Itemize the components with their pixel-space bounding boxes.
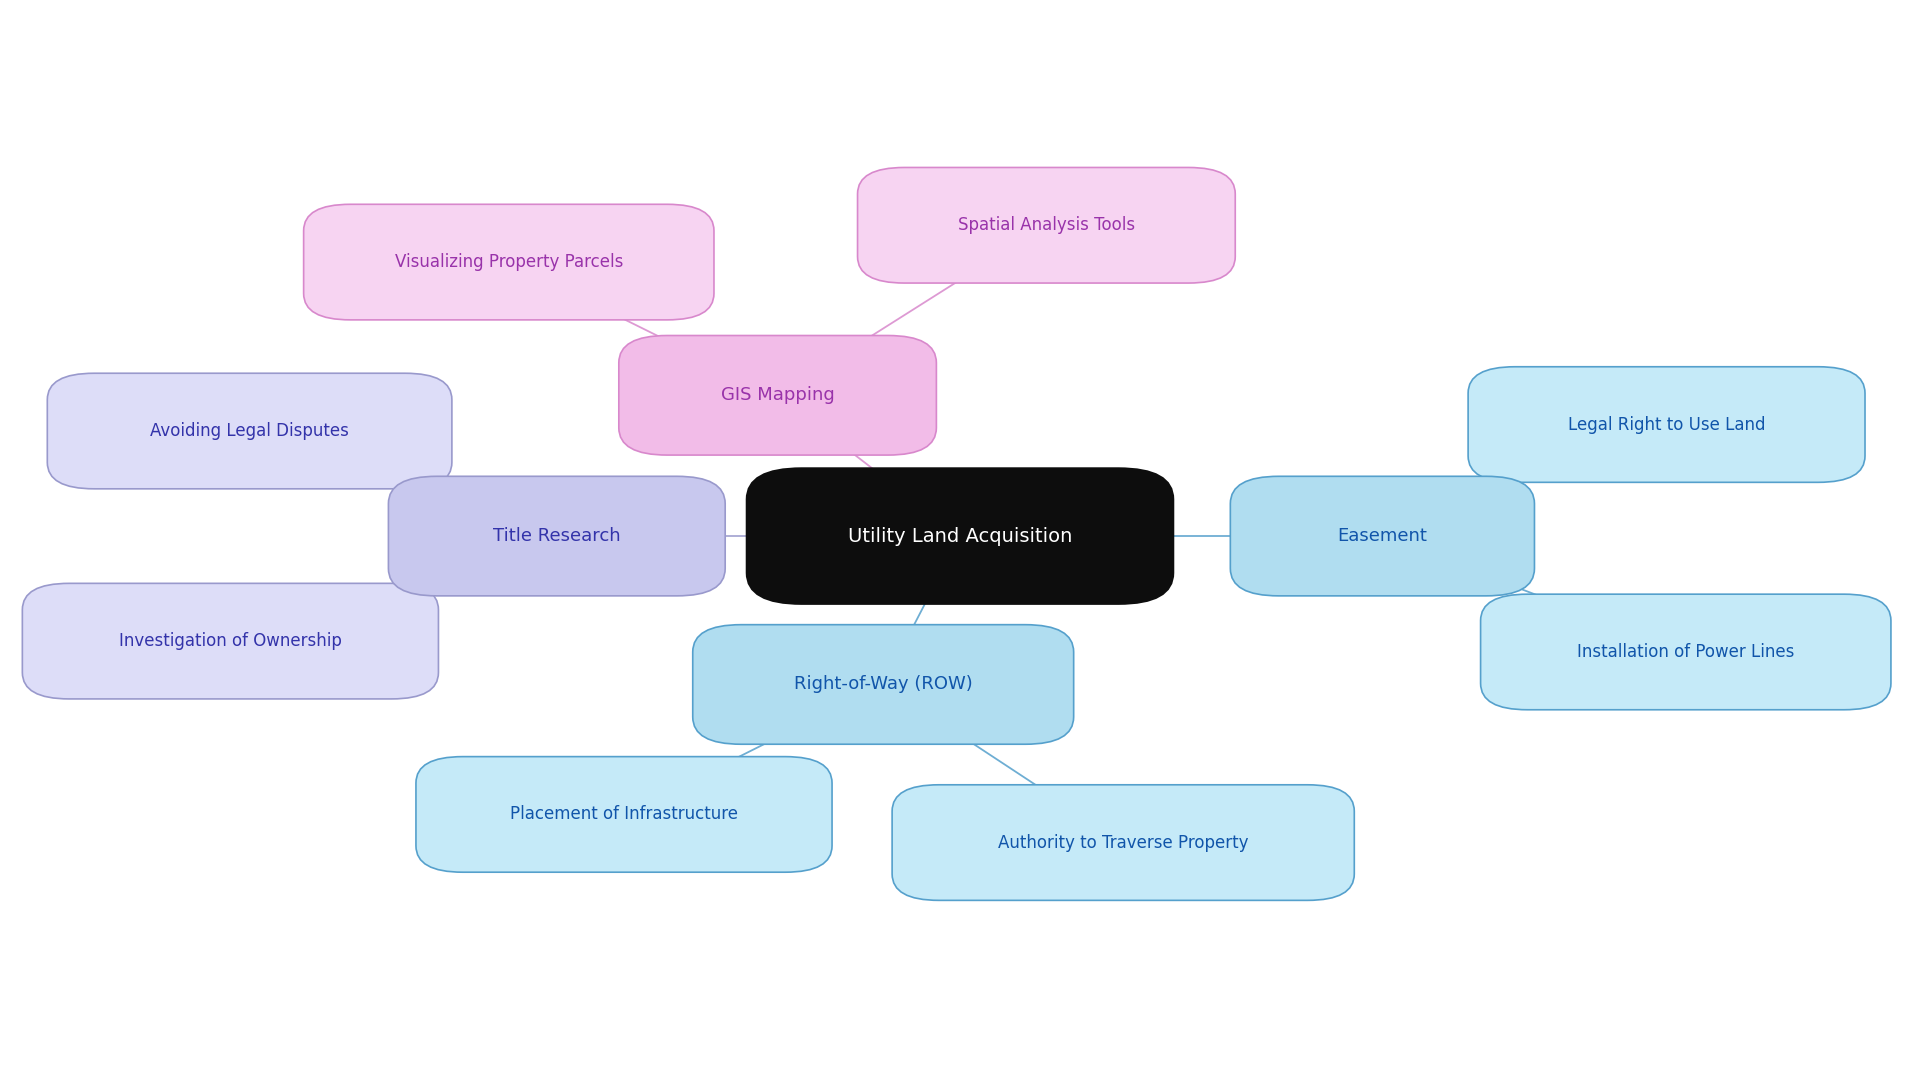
FancyBboxPatch shape [1480, 595, 1891, 709]
FancyBboxPatch shape [858, 168, 1235, 283]
Text: GIS Mapping: GIS Mapping [720, 387, 835, 404]
FancyBboxPatch shape [1231, 477, 1534, 596]
Text: Installation of Power Lines: Installation of Power Lines [1576, 643, 1795, 661]
Text: Utility Land Acquisition: Utility Land Acquisition [849, 526, 1071, 546]
FancyBboxPatch shape [388, 477, 726, 596]
Text: Legal Right to Use Land: Legal Right to Use Land [1569, 416, 1764, 433]
FancyBboxPatch shape [618, 336, 937, 455]
Text: Placement of Infrastructure: Placement of Infrastructure [511, 806, 737, 823]
FancyBboxPatch shape [417, 757, 831, 872]
Text: Investigation of Ownership: Investigation of Ownership [119, 632, 342, 650]
FancyBboxPatch shape [693, 625, 1073, 744]
Text: Title Research: Title Research [493, 527, 620, 545]
Text: Visualizing Property Parcels: Visualizing Property Parcels [396, 253, 622, 271]
FancyBboxPatch shape [48, 374, 451, 488]
Text: Authority to Traverse Property: Authority to Traverse Property [998, 834, 1248, 851]
FancyBboxPatch shape [1469, 367, 1864, 482]
Text: Avoiding Legal Disputes: Avoiding Legal Disputes [150, 422, 349, 440]
Text: Spatial Analysis Tools: Spatial Analysis Tools [958, 217, 1135, 234]
Text: Easement: Easement [1338, 527, 1427, 545]
FancyBboxPatch shape [23, 584, 438, 699]
FancyBboxPatch shape [893, 785, 1354, 900]
Text: Right-of-Way (ROW): Right-of-Way (ROW) [793, 676, 973, 693]
FancyBboxPatch shape [303, 205, 714, 319]
FancyBboxPatch shape [747, 468, 1173, 604]
